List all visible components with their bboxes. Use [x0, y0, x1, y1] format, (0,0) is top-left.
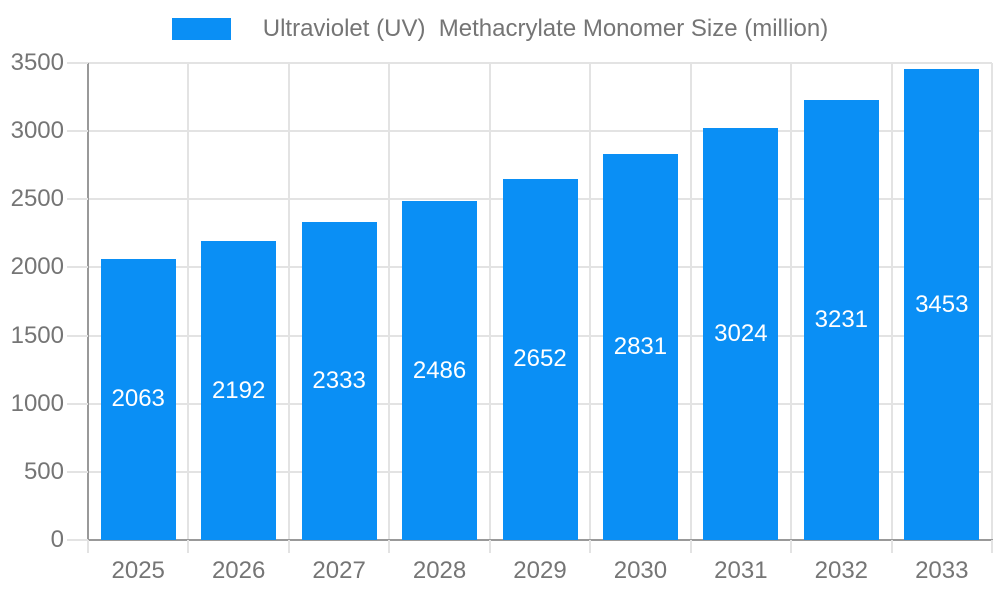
plot-area: 2063 2192 2333 2486 2652 2831 3024 3231 3453 [87, 62, 993, 541]
x-tick-label: 2031 [714, 557, 768, 584]
gridline-horizontal [88, 62, 992, 64]
gridline-vertical [890, 63, 893, 540]
legend-label: Ultraviolet (UV) Methacrylate Monomer Si… [262, 15, 829, 42]
bar-2033[interactable]: 3453 [904, 69, 980, 540]
x-tick-mark [287, 540, 290, 553]
y-tick-label: 3500 [10, 49, 64, 76]
bar-2026[interactable]: 2192 [201, 241, 277, 540]
bar-value-label: 2831 [613, 333, 668, 361]
x-tick-mark [689, 540, 692, 553]
bar-value-label: 3453 [915, 290, 969, 318]
bar-2027[interactable]: 2333 [301, 222, 377, 540]
bar-2031[interactable]: 3024 [703, 127, 779, 540]
x-tick-label: 2033 [915, 557, 969, 584]
x-tick-mark [87, 540, 89, 553]
x-tick-mark [388, 540, 391, 553]
x-tick-label: 2025 [111, 557, 165, 584]
bar-2028[interactable]: 2486 [402, 201, 478, 540]
x-tick-mark [488, 540, 491, 553]
y-tick-label: 2500 [10, 185, 64, 213]
bar-value-label: 2192 [211, 376, 266, 404]
x-tick-label: 2029 [513, 557, 567, 584]
bar-2032[interactable]: 3231 [803, 99, 879, 540]
x-tick-label: 2032 [814, 557, 869, 584]
y-axis-line [87, 63, 89, 540]
x-tick-mark [589, 540, 592, 553]
x-tick-mark [790, 540, 793, 553]
y-tick-mark [67, 130, 88, 133]
gridline-vertical [589, 63, 592, 540]
y-tick-mark [67, 62, 88, 64]
y-tick-mark [67, 470, 88, 473]
bar-value-label: 3231 [814, 305, 869, 333]
y-tick-mark [67, 266, 88, 269]
x-axis-line [87, 539, 993, 541]
y-tick-label: 3000 [10, 117, 64, 145]
x-tick-mark [890, 540, 893, 553]
gridline-vertical [187, 63, 190, 540]
bar-value-label: 2063 [111, 385, 165, 413]
y-tick-label: 1000 [10, 389, 64, 417]
legend-swatch[interactable] [171, 18, 231, 40]
y-tick-label: 500 [23, 457, 64, 485]
bar-value-label: 2333 [312, 367, 366, 395]
bar-2030[interactable]: 2831 [602, 154, 678, 540]
x-tick-mark [187, 540, 190, 553]
gridline-vertical [488, 63, 491, 540]
gridline-vertical [790, 63, 793, 540]
x-tick-mark [991, 540, 993, 553]
y-tick-label: 1500 [10, 321, 64, 349]
x-tick-label: 2026 [211, 557, 266, 584]
gridline-vertical [991, 63, 993, 540]
y-tick-mark [67, 539, 88, 541]
x-tick-label: 2028 [412, 557, 467, 584]
bar-value-label: 3024 [714, 319, 768, 347]
gridline-vertical [287, 63, 290, 540]
y-tick-mark [67, 334, 88, 337]
bar-2029[interactable]: 2652 [502, 178, 578, 540]
chart-legend[interactable]: Ultraviolet (UV) Methacrylate Monomer Si… [0, 15, 1000, 43]
bar-value-label: 2486 [412, 356, 467, 384]
y-tick-label: 0 [50, 526, 64, 553]
y-tick-mark [67, 402, 88, 405]
x-tick-label: 2027 [312, 557, 366, 584]
y-tick-label: 2000 [10, 253, 64, 281]
y-tick-mark [67, 198, 88, 201]
gridline-vertical [388, 63, 391, 540]
x-tick-label: 2030 [613, 557, 668, 584]
gridline-horizontal [88, 130, 992, 133]
gridline-vertical [689, 63, 692, 540]
bar-2025[interactable]: 2063 [100, 258, 176, 540]
bar-value-label: 2652 [513, 345, 567, 373]
